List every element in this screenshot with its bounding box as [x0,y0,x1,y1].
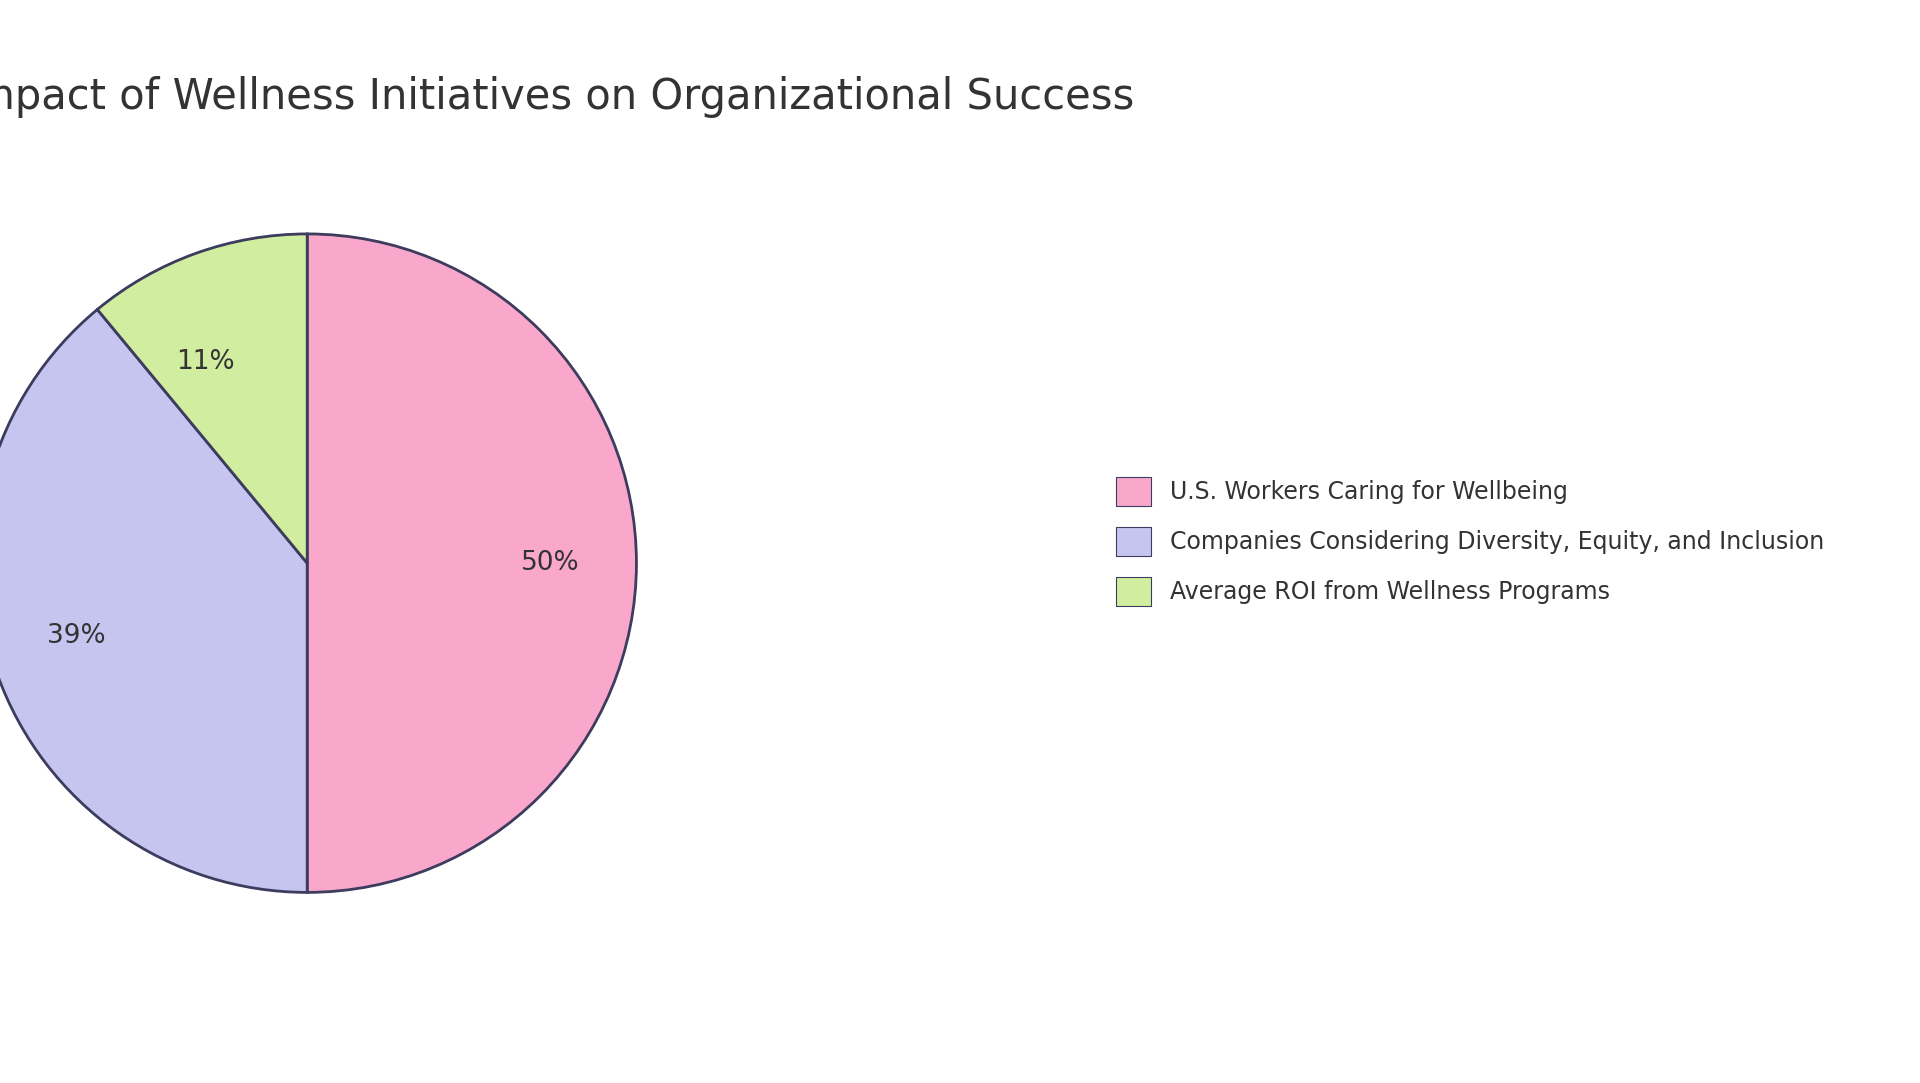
Text: Impact of Wellness Initiatives on Organizational Success: Impact of Wellness Initiatives on Organi… [0,76,1135,118]
Wedge shape [0,310,307,892]
Text: 50%: 50% [520,550,580,576]
Legend: U.S. Workers Caring for Wellbeing, Companies Considering Diversity, Equity, and : U.S. Workers Caring for Wellbeing, Compa… [1106,468,1834,615]
Text: 11%: 11% [177,349,234,375]
Wedge shape [307,234,636,892]
Wedge shape [98,234,307,563]
Text: 39%: 39% [48,623,106,649]
